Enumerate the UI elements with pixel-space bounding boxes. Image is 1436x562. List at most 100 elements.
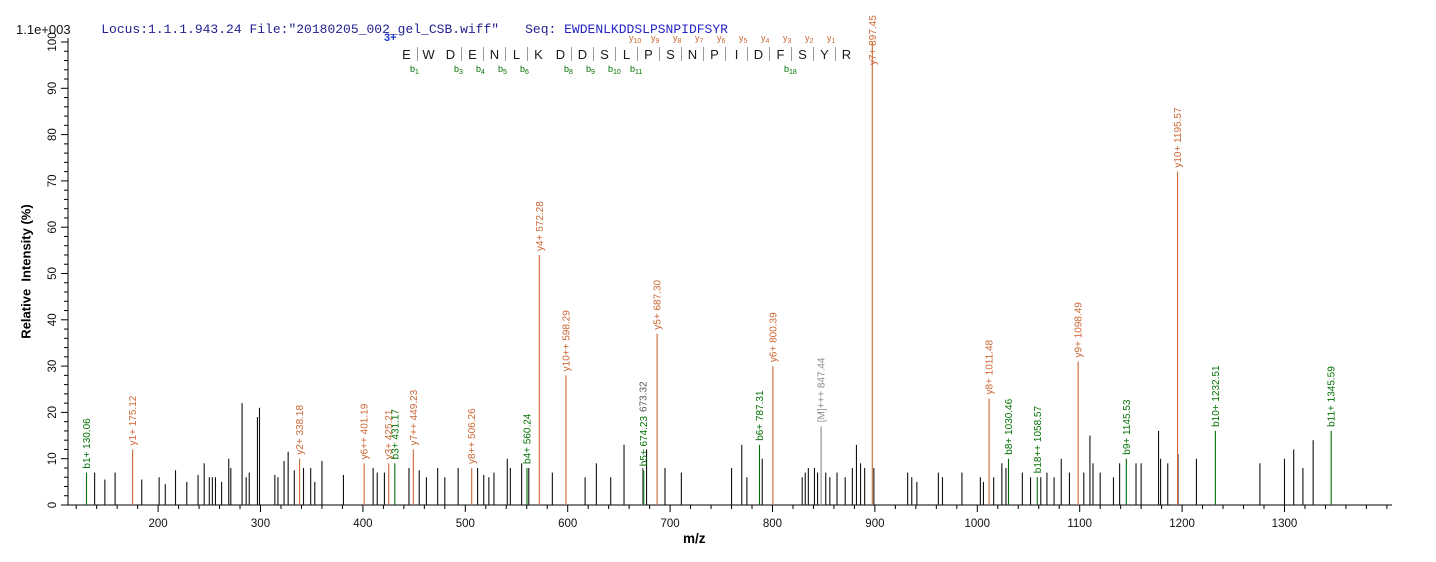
- residue-letter: S: [798, 46, 807, 62]
- y-tick-label: 100: [47, 32, 59, 51]
- y-tick-label: 10: [47, 452, 59, 465]
- x-tick-label: 1200: [1169, 518, 1195, 530]
- peak-label: b8+ 1030.46: [1004, 398, 1015, 454]
- peak-label: y7++ 449.23: [409, 389, 420, 445]
- residue-letter: W: [422, 46, 435, 62]
- fragment-divider: y5: [739, 33, 752, 63]
- b-ion-label: b5: [498, 64, 507, 76]
- y-tick-label: 30: [47, 360, 59, 373]
- residue-letter: E: [402, 46, 411, 62]
- x-tick-label: 200: [149, 518, 168, 530]
- sequence-label: Seq:: [525, 22, 557, 37]
- x-tick-label: 700: [661, 518, 680, 530]
- y-ion-label: y4: [761, 33, 770, 45]
- peak-label: 673.32: [638, 381, 649, 412]
- y-ion-label: y6: [717, 33, 726, 45]
- x-tick-label: 300: [251, 518, 270, 530]
- y-tick-label: 60: [47, 221, 59, 234]
- peak-label: y6+ 800.39: [768, 312, 779, 362]
- divider-bar: [791, 47, 792, 61]
- residue-letter: D: [577, 46, 588, 62]
- peak-label: y7+ 897.45: [868, 15, 879, 65]
- fragment-divider: y6: [717, 33, 730, 63]
- residue: R: [840, 45, 862, 63]
- y-tick-label: 80: [47, 128, 59, 141]
- peak-label: b4+ 560.24: [522, 413, 533, 464]
- peak-label: b11+ 1345.59: [1327, 366, 1338, 427]
- divider-bar: [747, 47, 748, 61]
- b-ion-label: b9: [586, 64, 595, 76]
- peak-label: y9+ 1098.49: [1074, 302, 1085, 358]
- y-ion-label: y8: [673, 33, 682, 45]
- peak-label: y3+ 425.21: [384, 409, 395, 459]
- divider-bar: [835, 47, 836, 61]
- precursor-charge-label: 3+: [384, 32, 397, 44]
- sequence-value: EWDENLKDDSLPSNPIDFSYR: [564, 22, 728, 37]
- peak-label: y10++ 598.29: [561, 310, 572, 372]
- fragment-divider: y8: [673, 33, 686, 63]
- y-ion-label: y7: [695, 33, 704, 45]
- b-ion-label: b10: [608, 64, 621, 76]
- x-tick-label: 1100: [1067, 518, 1092, 530]
- divider-bar: [681, 47, 682, 61]
- y-tick-label: 20: [47, 406, 59, 419]
- fragment-divider: b3: [454, 45, 466, 76]
- divider-bar: [483, 47, 484, 61]
- x-axis-title: m/z: [683, 531, 706, 546]
- fragment-divider: b9: [586, 45, 598, 76]
- b-ion-label: b3: [454, 64, 463, 76]
- divider-bar: [725, 47, 726, 61]
- y-ion-label: y3: [783, 33, 792, 45]
- fragment-divider: b4: [476, 45, 488, 76]
- b-ion-label: b1: [410, 64, 419, 76]
- residue-letter: K: [534, 46, 543, 62]
- divider-bar: [571, 47, 572, 61]
- fragment-divider: y9: [651, 33, 664, 63]
- b-ion-label: b8: [564, 64, 573, 76]
- y-tick-label: 0: [47, 502, 59, 508]
- residue-letter: S: [600, 46, 609, 62]
- divider-bar: [417, 47, 418, 61]
- residue-letter: P: [710, 46, 719, 62]
- peak-label: b3+ 431.17: [390, 409, 401, 460]
- peak-label: y1+ 175.12: [128, 395, 139, 445]
- divider-bar: [505, 47, 506, 61]
- peak-label: y6++ 401.19: [360, 403, 371, 459]
- divider-bar: [615, 47, 616, 61]
- fragment-divider: y7: [695, 33, 708, 63]
- locus-file-label: Locus:1.1.1.943.24 File:"20180205_002_ge…: [101, 22, 500, 37]
- divider-bar: [703, 47, 704, 61]
- residue: K: [532, 45, 554, 63]
- y-ion-label: y2: [805, 33, 814, 45]
- b-ion-label: b11: [630, 64, 643, 76]
- peak-label: b9+ 1145.53: [1122, 399, 1133, 455]
- divider-bar: [769, 47, 770, 61]
- fragment-divider: b10: [608, 45, 621, 76]
- x-tick-label: 1300: [1272, 518, 1298, 530]
- b-ion-label: b6: [520, 64, 529, 76]
- divider-bar: [659, 47, 660, 61]
- peak-label: y8++ 506.26: [467, 408, 478, 464]
- fragment-divider: y3 b18: [783, 33, 797, 76]
- fragment-divider: b5: [498, 45, 510, 76]
- y-ion-label: y9: [651, 33, 660, 45]
- y-ion-label: y1: [827, 33, 836, 45]
- peak-label: y8+ 1011.48: [985, 339, 996, 394]
- spectrum-header: Locus:1.1.1.943.24 File:"20180205_002_ge…: [70, 7, 728, 52]
- fragment-divider: y10 b11: [629, 33, 642, 76]
